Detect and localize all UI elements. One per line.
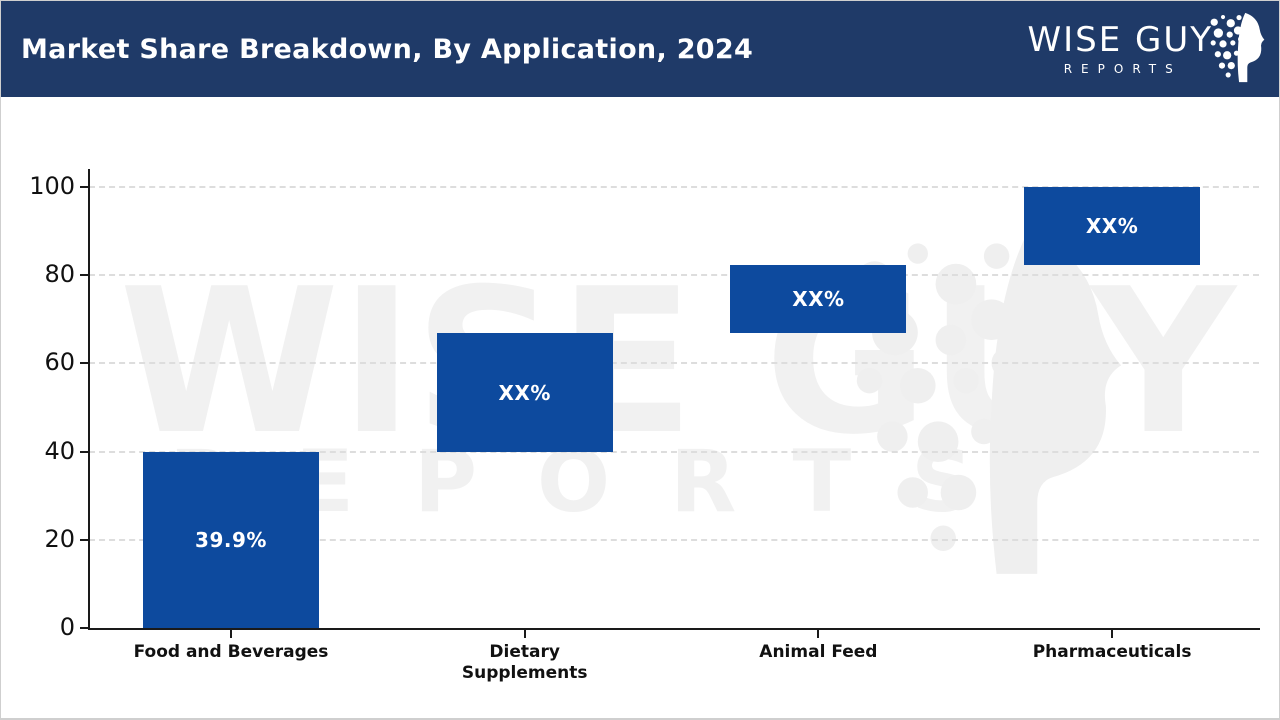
logo-wordmark: WISE GUY bbox=[1027, 19, 1213, 60]
y-tick-label: 80 bbox=[44, 260, 75, 289]
bar-food-and-beverages: 39.9% bbox=[143, 452, 319, 628]
bar-value-label: 39.9% bbox=[195, 528, 267, 552]
wise-guy-logo: WISE GUY REPORTS bbox=[1027, 10, 1269, 88]
x-axis-label: Animal Feed bbox=[759, 642, 878, 662]
y-tick-mark bbox=[80, 450, 88, 453]
chart-title: Market Share Breakdown, By Application, … bbox=[21, 33, 754, 65]
logo-face-icon bbox=[1207, 10, 1269, 88]
x-axis-label: Food and Beverages bbox=[133, 642, 329, 662]
header-bar: Market Share Breakdown, By Application, … bbox=[1, 1, 1279, 97]
gridline bbox=[89, 362, 1259, 365]
x-axis-label: Pharmaceuticals bbox=[1032, 642, 1192, 662]
y-tick-mark bbox=[80, 362, 88, 365]
y-tick-label: 60 bbox=[44, 348, 75, 377]
bar-value-label: XX% bbox=[1085, 214, 1139, 239]
x-tick-mark bbox=[817, 630, 820, 638]
bar-value-label: XX% bbox=[498, 380, 551, 405]
x-tick-mark bbox=[523, 630, 526, 638]
y-tick-label: 100 bbox=[29, 172, 75, 200]
gridline bbox=[89, 538, 1259, 541]
logo-subtext: REPORTS bbox=[1063, 61, 1182, 76]
y-axis-line bbox=[88, 169, 90, 630]
y-tick-label: 0 bbox=[59, 613, 75, 641]
gridline bbox=[89, 186, 1259, 188]
logo-text: WISE GUY REPORTS bbox=[1027, 23, 1213, 76]
y-tick-mark bbox=[80, 186, 88, 188]
x-axis-label: Dietary Supplements bbox=[461, 642, 588, 684]
y-tick-label: 40 bbox=[44, 436, 75, 465]
bar-pharmaceuticals: XX% bbox=[1024, 187, 1201, 266]
x-axis-line bbox=[88, 628, 1260, 630]
y-tick-mark bbox=[80, 538, 88, 541]
gridline bbox=[89, 274, 1259, 277]
bar-dietary: XX% bbox=[436, 332, 613, 453]
bar-animal-feed: XX% bbox=[730, 265, 907, 333]
gridline bbox=[89, 450, 1259, 453]
x-tick-mark bbox=[230, 630, 232, 638]
bar-value-label: XX% bbox=[792, 287, 845, 311]
x-tick-mark bbox=[1111, 630, 1114, 638]
y-tick-mark bbox=[80, 274, 88, 277]
y-tick-label: 20 bbox=[44, 524, 75, 553]
y-tick-mark bbox=[80, 627, 88, 629]
